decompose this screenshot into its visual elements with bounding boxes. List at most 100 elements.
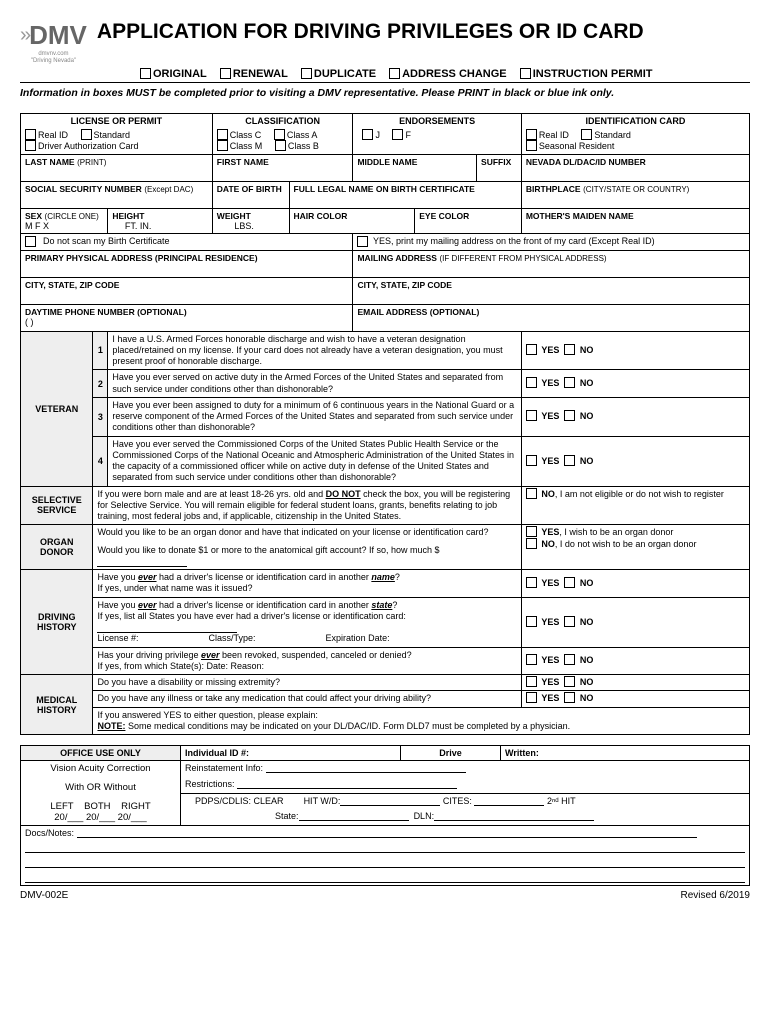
vet-q1: I have a U.S. Armed Forces honorable dis… xyxy=(108,331,521,370)
duplicate-checkbox[interactable] xyxy=(301,68,312,79)
sex-field[interactable]: SEX (CIRCLE ONE)M F X xyxy=(21,209,108,234)
dmv-logo: » DMV dmvnv.com "Driving Nevada" xyxy=(20,20,87,64)
height-field[interactable]: HEIGHT FT. IN. xyxy=(108,209,212,234)
address-change-checkbox[interactable] xyxy=(389,68,400,79)
vision-block: Vision Acuity Correction With OR Without… xyxy=(21,761,181,826)
endorse-f-checkbox[interactable] xyxy=(392,129,403,140)
form-number: DMV-002E xyxy=(20,890,68,901)
weight-field[interactable]: WEIGHT LBS. xyxy=(212,209,289,234)
drv3-yes[interactable] xyxy=(526,654,537,665)
med1-no[interactable] xyxy=(564,676,575,687)
drv1-no[interactable] xyxy=(564,577,575,588)
organ-no-checkbox[interactable] xyxy=(526,538,537,549)
vet1-no[interactable] xyxy=(564,344,575,355)
nv-number-field[interactable]: NEVADA DL/DAC/ID NUMBER xyxy=(521,155,749,182)
selective-no-checkbox[interactable] xyxy=(526,488,537,499)
revision-date: Revised 6/2019 xyxy=(681,890,751,901)
birthplace-field[interactable]: BIRTHPLACE (CITY/STATE OR COUNTRY) xyxy=(521,182,749,209)
medical-label: MEDICAL HISTORY xyxy=(21,675,93,735)
endorse-opts: J F xyxy=(353,128,521,155)
selective-opt: NO, I am not eligible or do not wish to … xyxy=(521,486,749,525)
ssn-field[interactable]: SOCIAL SECURITY NUMBER (Except DAC) xyxy=(21,182,213,209)
endorse-j-checkbox[interactable] xyxy=(362,129,373,140)
instruction-permit-checkbox[interactable] xyxy=(520,68,531,79)
drv2-no[interactable] xyxy=(564,616,575,627)
standard-checkbox[interactable] xyxy=(81,129,92,140)
phys-csz-field[interactable]: CITY, STATE, ZIP CODE xyxy=(21,277,353,304)
vet3-no[interactable] xyxy=(564,410,575,421)
vet2-yes[interactable] xyxy=(526,377,537,388)
organ-label: ORGAN DONOR xyxy=(21,525,93,570)
med-explain: If you answered YES to either question, … xyxy=(93,707,750,735)
phone-field[interactable]: DAYTIME PHONE NUMBER (OPTIONAL)( ) xyxy=(21,304,353,331)
organ-opts: YES, I wish to be an organ donor NO, I d… xyxy=(521,525,749,570)
renewal-checkbox[interactable] xyxy=(220,68,231,79)
last-name-field[interactable]: LAST NAME (PRINT) xyxy=(21,155,213,182)
dac-checkbox[interactable] xyxy=(25,140,36,151)
class-c-checkbox[interactable] xyxy=(217,129,228,140)
class-a-checkbox[interactable] xyxy=(274,129,285,140)
email-field[interactable]: EMAIL ADDRESS (OPTIONAL) xyxy=(353,304,750,331)
veteran-label: VETERAN xyxy=(21,331,93,486)
office-head: OFFICE USE ONLY xyxy=(21,746,181,761)
logo-url: dmvnv.com xyxy=(38,51,68,58)
license-head: LICENSE OR PERMIT xyxy=(21,114,213,129)
print-mail-checkbox[interactable] xyxy=(357,236,368,247)
written-lbl: Written: xyxy=(501,746,750,761)
vet4-no[interactable] xyxy=(564,455,575,466)
middle-name-field[interactable]: MIDDLE NAME xyxy=(353,155,477,182)
vet1-yes[interactable] xyxy=(526,344,537,355)
phys-addr-field[interactable]: PRIMARY PHYSICAL ADDRESS (PRINCIPAL RESI… xyxy=(21,250,353,277)
med1-yes[interactable] xyxy=(526,676,537,687)
drv1-yes[interactable] xyxy=(526,577,537,588)
footer: DMV-002E Revised 6/2019 xyxy=(20,890,750,901)
dob-field[interactable]: DATE OF BIRTH xyxy=(212,182,289,209)
drv3-no[interactable] xyxy=(564,654,575,665)
class-m-checkbox[interactable] xyxy=(217,140,228,151)
maiden-field[interactable]: MOTHER'S MAIDEN NAME xyxy=(521,209,749,234)
driving-q1: Have you ever had a driver's license or … xyxy=(93,570,521,598)
form-header: » DMV dmvnv.com "Driving Nevada" APPLICA… xyxy=(20,20,750,64)
drv2-yes[interactable] xyxy=(526,616,537,627)
eye-field[interactable]: EYE COLOR xyxy=(415,209,522,234)
mail-addr-field[interactable]: MAILING ADDRESS (IF DIFFERENT FROM PHYSI… xyxy=(353,250,750,277)
first-name-field[interactable]: FIRST NAME xyxy=(212,155,353,182)
id-standard-checkbox[interactable] xyxy=(581,129,592,140)
organ-questions: Would you like to be an organ donor and … xyxy=(93,525,521,570)
office-table: OFFICE USE ONLY Individual ID #: Drive W… xyxy=(20,745,750,886)
logo-arrows-icon: » xyxy=(20,24,27,47)
instruction-text: Information in boxes MUST be completed p… xyxy=(20,87,750,99)
real-id-checkbox[interactable] xyxy=(25,129,36,140)
id-opts: Real ID Standard Seasonal Resident xyxy=(521,128,749,155)
vet2-no[interactable] xyxy=(564,377,575,388)
mail-csz-field[interactable]: CITY, STATE, ZIP CODE xyxy=(353,277,750,304)
med-q1: Do you have a disability or missing extr… xyxy=(93,675,521,691)
id-seasonal-checkbox[interactable] xyxy=(526,140,537,151)
selective-text: If you were born male and are at least 1… xyxy=(93,486,521,525)
hair-field[interactable]: HAIR COLOR xyxy=(289,209,415,234)
vet3-yes[interactable] xyxy=(526,410,537,421)
legal-name-field[interactable]: FULL LEGAL NAME ON BIRTH CERTIFICATE xyxy=(289,182,521,209)
id-head: IDENTIFICATION CARD xyxy=(521,114,749,129)
id-real-checkbox[interactable] xyxy=(526,129,537,140)
med2-yes[interactable] xyxy=(526,692,537,703)
suffix-field[interactable]: SUFFIX xyxy=(477,155,522,182)
logo-tagline: "Driving Nevada" xyxy=(31,58,76,65)
page-title: APPLICATION FOR DRIVING PRIVILEGES OR ID… xyxy=(97,20,750,44)
ind-id: Individual ID #: xyxy=(181,746,401,761)
med-q2: Do you have any illness or take any medi… xyxy=(93,691,521,707)
organ-yes-checkbox[interactable] xyxy=(526,526,537,537)
vet-num-1: 1 xyxy=(93,331,108,370)
no-scan-checkbox[interactable] xyxy=(25,236,36,247)
restr-row: Restrictions: xyxy=(181,777,750,793)
med2-no[interactable] xyxy=(564,692,575,703)
vet4-yes[interactable] xyxy=(526,455,537,466)
state-dln-row: State: DLN: xyxy=(181,809,750,825)
print-mail-row: YES, print my mailing address on the fro… xyxy=(353,234,750,250)
original-checkbox[interactable] xyxy=(140,68,151,79)
driving-label: DRIVING HISTORY xyxy=(21,570,93,675)
class-b-checkbox[interactable] xyxy=(275,140,286,151)
vet-q3: Have you ever been assigned to duty for … xyxy=(108,397,521,436)
drive-lbl: Drive xyxy=(401,746,501,761)
main-form-table: LICENSE OR PERMIT CLASSIFICATION ENDORSE… xyxy=(20,113,750,735)
